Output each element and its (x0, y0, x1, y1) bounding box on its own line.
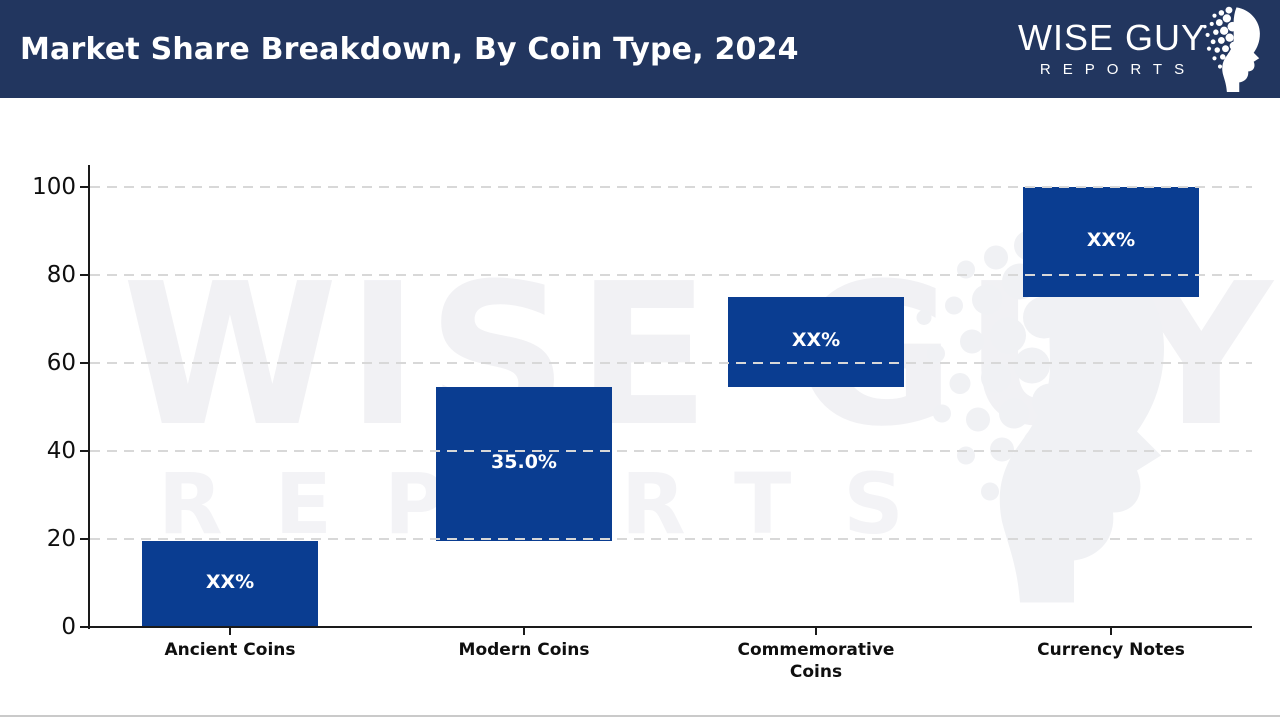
y-tick (80, 538, 88, 540)
y-tick (80, 626, 88, 628)
bar (436, 387, 612, 542)
x-tick (523, 627, 525, 635)
gridline (90, 274, 1252, 276)
category-label: Ancient Coins (164, 640, 296, 660)
y-tick-label: 20 (46, 526, 76, 552)
bar-value-label: XX% (791, 329, 841, 352)
category-label: Currency Notes (1037, 640, 1185, 660)
header: Market Share Breakdown, By Coin Type, 20… (0, 0, 1280, 98)
bar-value-label: 35.0% (491, 451, 557, 474)
chart-title: Market Share Breakdown, By Coin Type, 20… (20, 31, 799, 67)
x-tick (229, 627, 231, 635)
category-label: Commemorative Coins (737, 640, 895, 683)
y-axis-line (88, 165, 90, 629)
x-axis-line (88, 626, 1252, 628)
category-label: Modern Coins (458, 640, 590, 660)
bar-value-label: XX% (1086, 229, 1136, 251)
logo-subtitle: REPORTS (1039, 60, 1197, 78)
y-tick-label: 0 (61, 614, 76, 640)
y-tick-label: 80 (46, 262, 76, 288)
gridline (90, 186, 1252, 188)
logo-wordmark: WISE GUY (1017, 16, 1206, 58)
logo-head-icon (1203, 6, 1260, 92)
y-tick-label: 40 (46, 438, 76, 464)
bottom-border (0, 715, 1280, 717)
y-tick-label: 60 (46, 350, 76, 376)
y-tick (80, 362, 88, 364)
gridline (90, 362, 1252, 364)
gridline (90, 538, 1252, 540)
y-tick (80, 186, 88, 188)
bar (728, 297, 904, 388)
x-tick (815, 627, 817, 635)
gridline (90, 450, 1252, 452)
y-tick-label: 100 (32, 174, 76, 200)
x-tick (1110, 627, 1112, 635)
bar-value-label: XX% (205, 571, 255, 594)
y-tick (80, 274, 88, 276)
bar (142, 541, 318, 627)
y-tick (80, 450, 88, 452)
bar (1023, 187, 1199, 297)
wiseguy-logo: WISE GUY REPORTS (1018, 0, 1270, 98)
logo-text: WISE GUY REPORTS (1018, 17, 1206, 78)
